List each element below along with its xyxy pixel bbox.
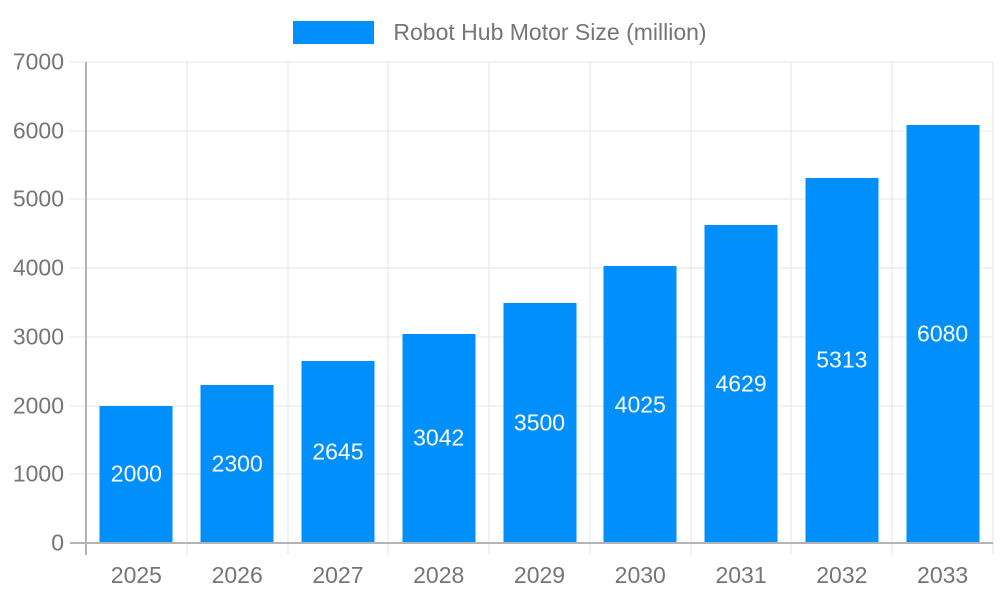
x-axis-tick-label: 2026 (211, 562, 263, 588)
y-axis-tick-label: 0 (51, 529, 64, 556)
gridline-vertical (690, 62, 692, 543)
y-axis-tick-label: 7000 (12, 48, 64, 75)
bar: 2645 (301, 361, 375, 543)
x-axis-tick (186, 543, 188, 555)
x-axis-tick (790, 543, 792, 555)
bar-value-label: 3042 (413, 424, 465, 451)
plot-area: 0 1000 2000 3000 4000 5000 6000 7000 2000 2025 230… (13, 49, 994, 588)
gridline-vertical (790, 62, 792, 543)
x-axis-tick (891, 543, 893, 555)
x-axis-tick (488, 543, 490, 555)
x-axis-tick-label: 2032 (816, 562, 868, 588)
x-axis-tick (690, 543, 692, 555)
gridline-vertical (287, 62, 289, 543)
bar-value-label: 6080 (917, 320, 969, 347)
gridline-vertical (387, 62, 389, 543)
bar: 2000 (99, 405, 173, 543)
bar-value-label: 4629 (715, 370, 767, 397)
legend-item[interactable]: Robot Hub Motor Size (million) (293, 19, 707, 46)
y-axis-line (85, 62, 87, 555)
gridline-vertical (589, 62, 591, 543)
bar: 4629 (704, 224, 778, 543)
y-axis-tick-label: 3000 (12, 323, 64, 350)
x-axis-tick-label: 2033 (917, 562, 969, 588)
bar-value-label: 4025 (614, 391, 666, 418)
x-axis-tick-label: 2028 (413, 562, 465, 588)
legend: Robot Hub Motor Size (million) (0, 19, 1000, 46)
x-axis-tick-label: 2027 (312, 562, 364, 588)
x-axis-tick-label: 2029 (513, 562, 566, 588)
x-axis-tick-label: 2031 (715, 562, 767, 588)
y-axis-tick-label: 1000 (12, 460, 64, 487)
x-axis-tick-label: 2025 (110, 562, 162, 588)
gridline-vertical (488, 62, 490, 543)
x-axis-tick (287, 543, 289, 555)
y-axis-tick-label: 2000 (12, 392, 64, 419)
bar-value-label: 5313 (816, 346, 868, 373)
x-axis-tick (992, 543, 994, 555)
gridline-horizontal (70, 61, 993, 63)
gridline-horizontal (70, 130, 993, 132)
x-axis-baseline (70, 542, 993, 544)
bar: 4025 (603, 266, 677, 543)
bar-value-label: 2300 (211, 450, 263, 477)
x-axis-tick (387, 543, 389, 555)
gridline-horizontal (70, 198, 993, 200)
gridline-horizontal (70, 267, 993, 269)
gridline-vertical (891, 62, 893, 543)
bar-value-label: 2000 (110, 460, 162, 487)
y-axis-tick-label: 4000 (12, 254, 64, 281)
gridline-vertical (186, 62, 188, 543)
bar: 3042 (402, 333, 476, 543)
bar: 2300 (200, 384, 274, 543)
bar: 3500 (503, 302, 576, 543)
bar-value-label: 3500 (513, 409, 566, 436)
y-axis-tick-label: 5000 (12, 185, 64, 212)
bar-value-label: 2645 (312, 438, 364, 465)
gridline-vertical (992, 62, 994, 543)
bar: 5313 (805, 177, 879, 543)
y-axis-tick-label: 6000 (12, 117, 64, 144)
x-axis-tick-label: 2030 (614, 562, 666, 588)
bar: 6080 (906, 125, 980, 543)
legend-label: Robot Hub Motor Size (million) (393, 19, 707, 45)
legend-swatch-icon (293, 21, 375, 44)
x-axis-tick (589, 543, 591, 555)
